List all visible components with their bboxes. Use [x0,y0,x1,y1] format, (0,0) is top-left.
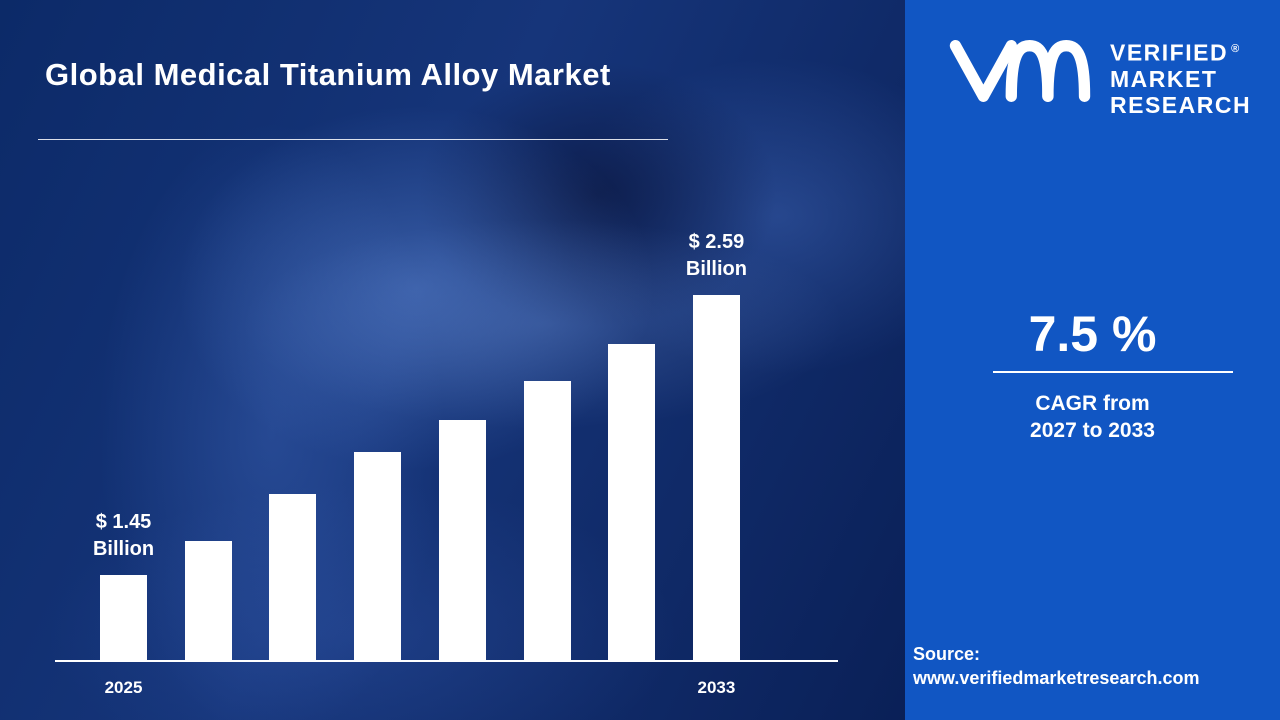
chart-section: Global Medical Titanium Alloy Market $ 1… [0,0,905,720]
source-block: Source: www.verifiedmarketresearch.com [913,644,1199,689]
brand-line-market: MARKET [1110,65,1218,92]
cagr-divider [993,371,1233,373]
title-underline [38,139,668,140]
cagr-label-line1: CAGR from [1035,392,1150,415]
brand-line-research: RESEARCH [1110,91,1252,118]
page-title: Global Medical Titanium Alloy Market [45,57,611,92]
bar [354,452,402,660]
bar-value-label: $ 1.45 Billion [92,511,155,560]
bar [608,344,656,660]
brand-line-verified: VERIFIED ® [1110,39,1240,66]
cagr-label-line2: 2027 to 2033 [1030,419,1155,442]
bar [269,494,317,660]
bar [438,420,486,660]
brand-panel: VERIFIED ® MARKET RESEARCH 7.5 % CAGR fro… [905,0,1280,720]
bar-group [354,452,402,660]
bar-group [438,420,486,660]
bar [523,381,571,660]
bar-value-label: $ 2.59 Billion [685,231,747,280]
registered-trademark: ® [1231,43,1240,55]
bar-group: $ 2.59 Billion 2033 [686,229,747,697]
bar [184,541,232,660]
x-axis-label: 2025 [104,678,143,697]
cagr-value: 7.5 % [1028,306,1157,362]
bar [692,295,740,660]
vmr-logo-icon [949,40,1091,102]
cagr-label: CAGR from 2027 to 2033 [905,390,1280,444]
bar-group [184,541,232,660]
bar-group [523,381,571,660]
bar-group: $ 1.45 Billion 2025 [93,509,154,697]
bar-group [608,344,656,660]
bar-chart: $ 1.45 Billion 2025 $ 2.59 Billion 2033 [93,180,747,697]
bar-group [269,494,317,660]
x-axis-line [55,660,838,662]
source-label: Source: [913,644,981,664]
brand-wordmark: VERIFIED ® MARKET RESEARCH [1110,36,1251,118]
bar [100,575,147,660]
source-url: www.verifiedmarketresearch.com [913,668,1200,688]
x-axis-label: 2033 [697,678,736,697]
